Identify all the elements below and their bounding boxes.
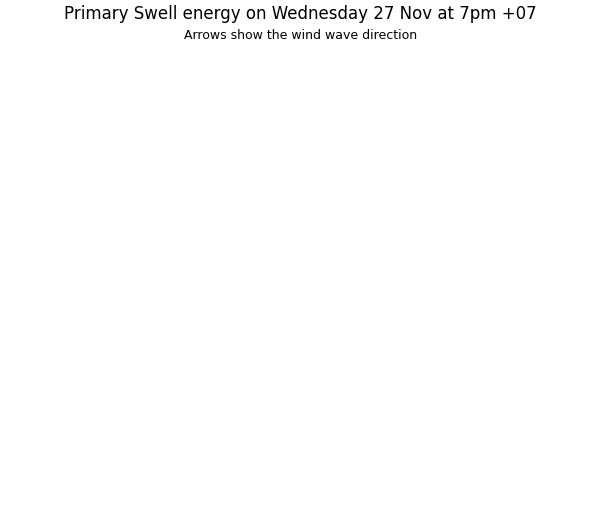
Text: cartopy required: cartopy required xyxy=(243,271,358,286)
Text: Arrows show the wind wave direction: Arrows show the wind wave direction xyxy=(184,29,417,41)
Text: Primary Swell energy on Wednesday 27 Nov at 7pm +07: Primary Swell energy on Wednesday 27 Nov… xyxy=(64,5,537,23)
